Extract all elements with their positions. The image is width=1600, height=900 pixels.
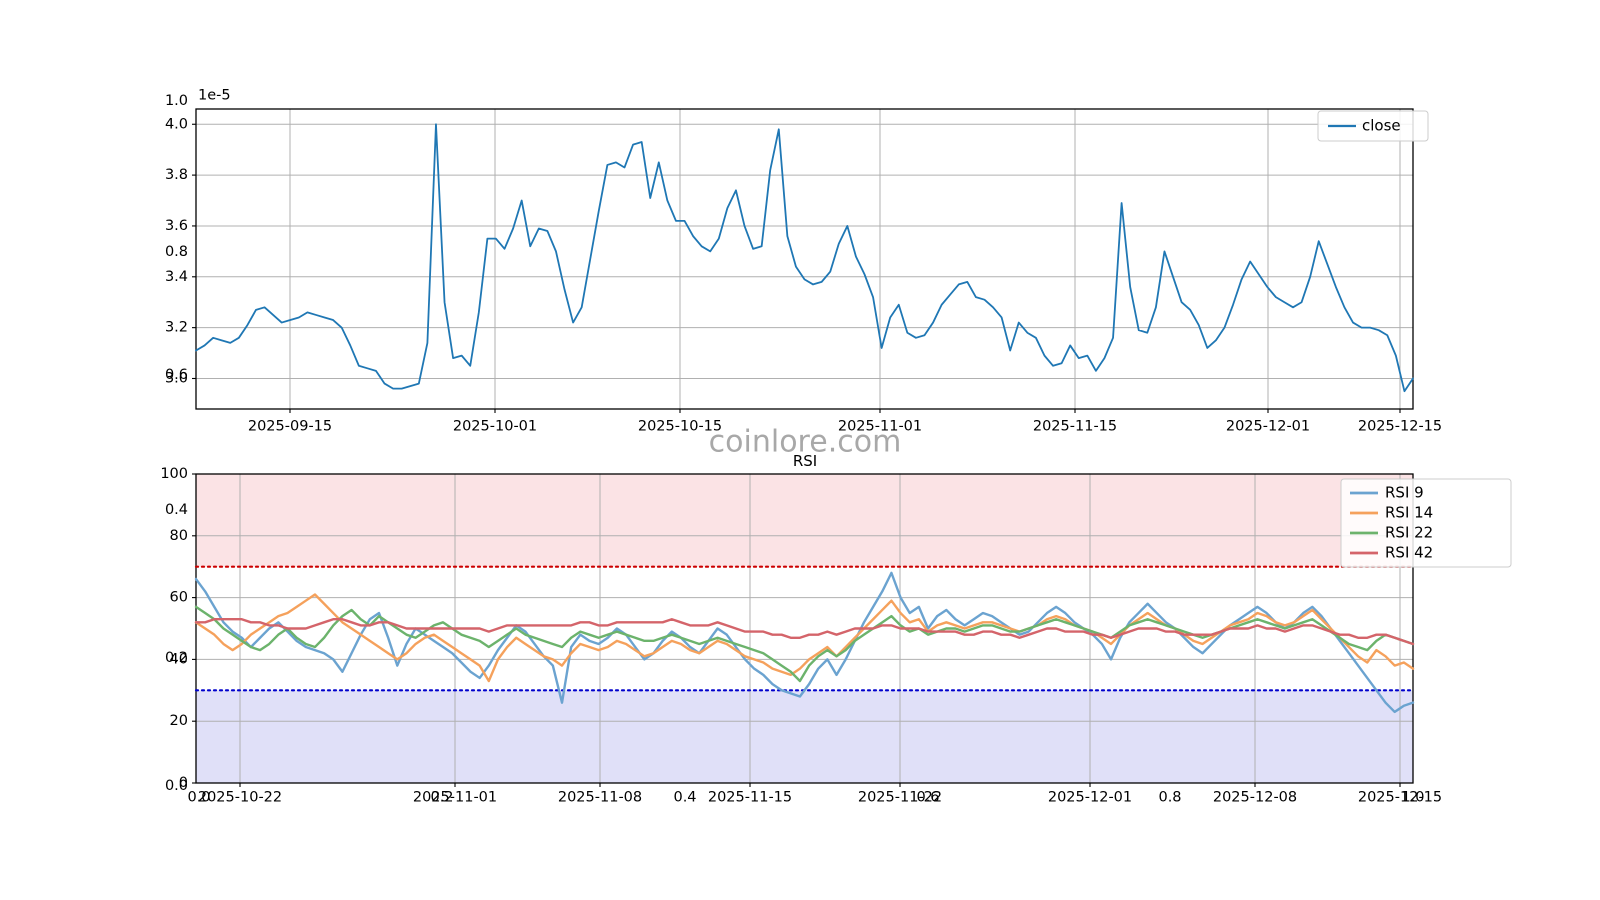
price-ytick-label: 3.6 (165, 218, 188, 234)
price-ytick-label: 3.4 (165, 269, 188, 285)
rsi-xtick-secondary-label: 0.6 (916, 790, 939, 806)
price-offset-text: 1e-5 (198, 88, 231, 104)
price-xtick-label: 2025-10-15 (638, 419, 722, 435)
rsi-legend-label-2: RSI 22 (1385, 524, 1433, 542)
price-xtick-label: 2025-12-01 (1226, 419, 1310, 435)
rsi-ytick-secondary-label: 0.0 (165, 778, 188, 794)
price-ytick-label: 3.8 (165, 167, 188, 183)
rsi-xtick-label: 2025-11-08 (558, 790, 642, 806)
rsi-ytick-label: 80 (170, 528, 188, 544)
rsi-legend-label-0: RSI 9 (1385, 484, 1424, 502)
rsi-ytick-label: 60 (170, 590, 188, 606)
rsi-legend-label-1: RSI 14 (1385, 504, 1433, 522)
price-ytick-label: 3.0 (165, 370, 188, 386)
price-ytick-label: 4.0 (165, 116, 188, 132)
rsi-band-overbought (196, 474, 1413, 567)
rsi-xtick-secondary-label: 0.0 (187, 790, 210, 806)
rsi-xtick-label: 2025-11-01 (413, 790, 497, 806)
rsi-title: RSI (793, 452, 817, 470)
rsi-xtick-secondary-label: 0.2 (430, 790, 453, 806)
price-ytick-secondary-label: 0.8 (165, 244, 188, 260)
rsi-xtick-label: 2025-11-15 (708, 790, 792, 806)
rsi-legend-box (1340, 478, 1512, 568)
price-legend-box (1317, 110, 1429, 142)
rsi-ytick-label: 20 (170, 713, 188, 729)
rsi-xtick-label: 2025-12-01 (1048, 790, 1132, 806)
price-panel: 3.0 3.2 3.4 3.6 3.8 4.0 0.6 0.8 1.0 1e-5 2025-09-1… (165, 88, 1442, 435)
price-xtick-label: 2025-11-01 (838, 419, 922, 435)
rsi-line-rsi-9 (194, 571, 1415, 714)
price-ytick-secondary-label: 1.0 (165, 93, 188, 109)
rsi-ytick-label: 100 (160, 466, 188, 482)
rsi-axes-frame (195, 473, 1414, 784)
price-legend-label-close: close (1362, 117, 1401, 135)
price-xtick-label: 2025-10-01 (453, 419, 537, 435)
rsi-xtick-label: 2025-12-15 (1358, 790, 1442, 806)
watermark-text: coinlore.com (709, 425, 902, 460)
rsi-xtick-secondary-label: 1.0 (1401, 790, 1424, 806)
price-ytick-secondary-label: 0.6 (165, 367, 188, 383)
price-xtick-label: 2025-11-15 (1033, 419, 1117, 435)
price-axes-frame (195, 108, 1414, 410)
rsi-band-oversold (196, 690, 1413, 783)
rsi-line-rsi-14 (194, 593, 1415, 683)
rsi-legend: RSI 9 RSI 14 RSI 22 RSI 42 (1340, 478, 1512, 568)
price-xtick-label: 2025-09-15 (248, 419, 332, 435)
price-ytick-label: 3.2 (165, 320, 188, 336)
rsi-ytick-label: 40 (170, 651, 188, 667)
rsi-ytick-secondary-label: 0.2 (165, 650, 188, 666)
rsi-line-rsi-42 (194, 618, 1415, 646)
rsi-xtick-label: 2025-10-22 (198, 790, 282, 806)
rsi-line-rsi-22 (194, 605, 1415, 683)
rsi-ytick-label: 0 (179, 775, 188, 791)
rsi-xtick-secondary-label: 0.8 (1158, 790, 1181, 806)
rsi-legend-label-3: RSI 42 (1385, 544, 1433, 562)
rsi-ytick-secondary-label: 0.4 (165, 502, 188, 518)
rsi-xtick-label: 2025-12-08 (1213, 790, 1297, 806)
price-xtick-label: 2025-12-15 (1358, 419, 1442, 435)
rsi-xtick-secondary-label: 0.4 (673, 790, 696, 806)
price-legend: close (1317, 110, 1429, 142)
close-line (195, 123, 1414, 393)
rsi-xtick-label: 2025-11-22 (858, 790, 942, 806)
